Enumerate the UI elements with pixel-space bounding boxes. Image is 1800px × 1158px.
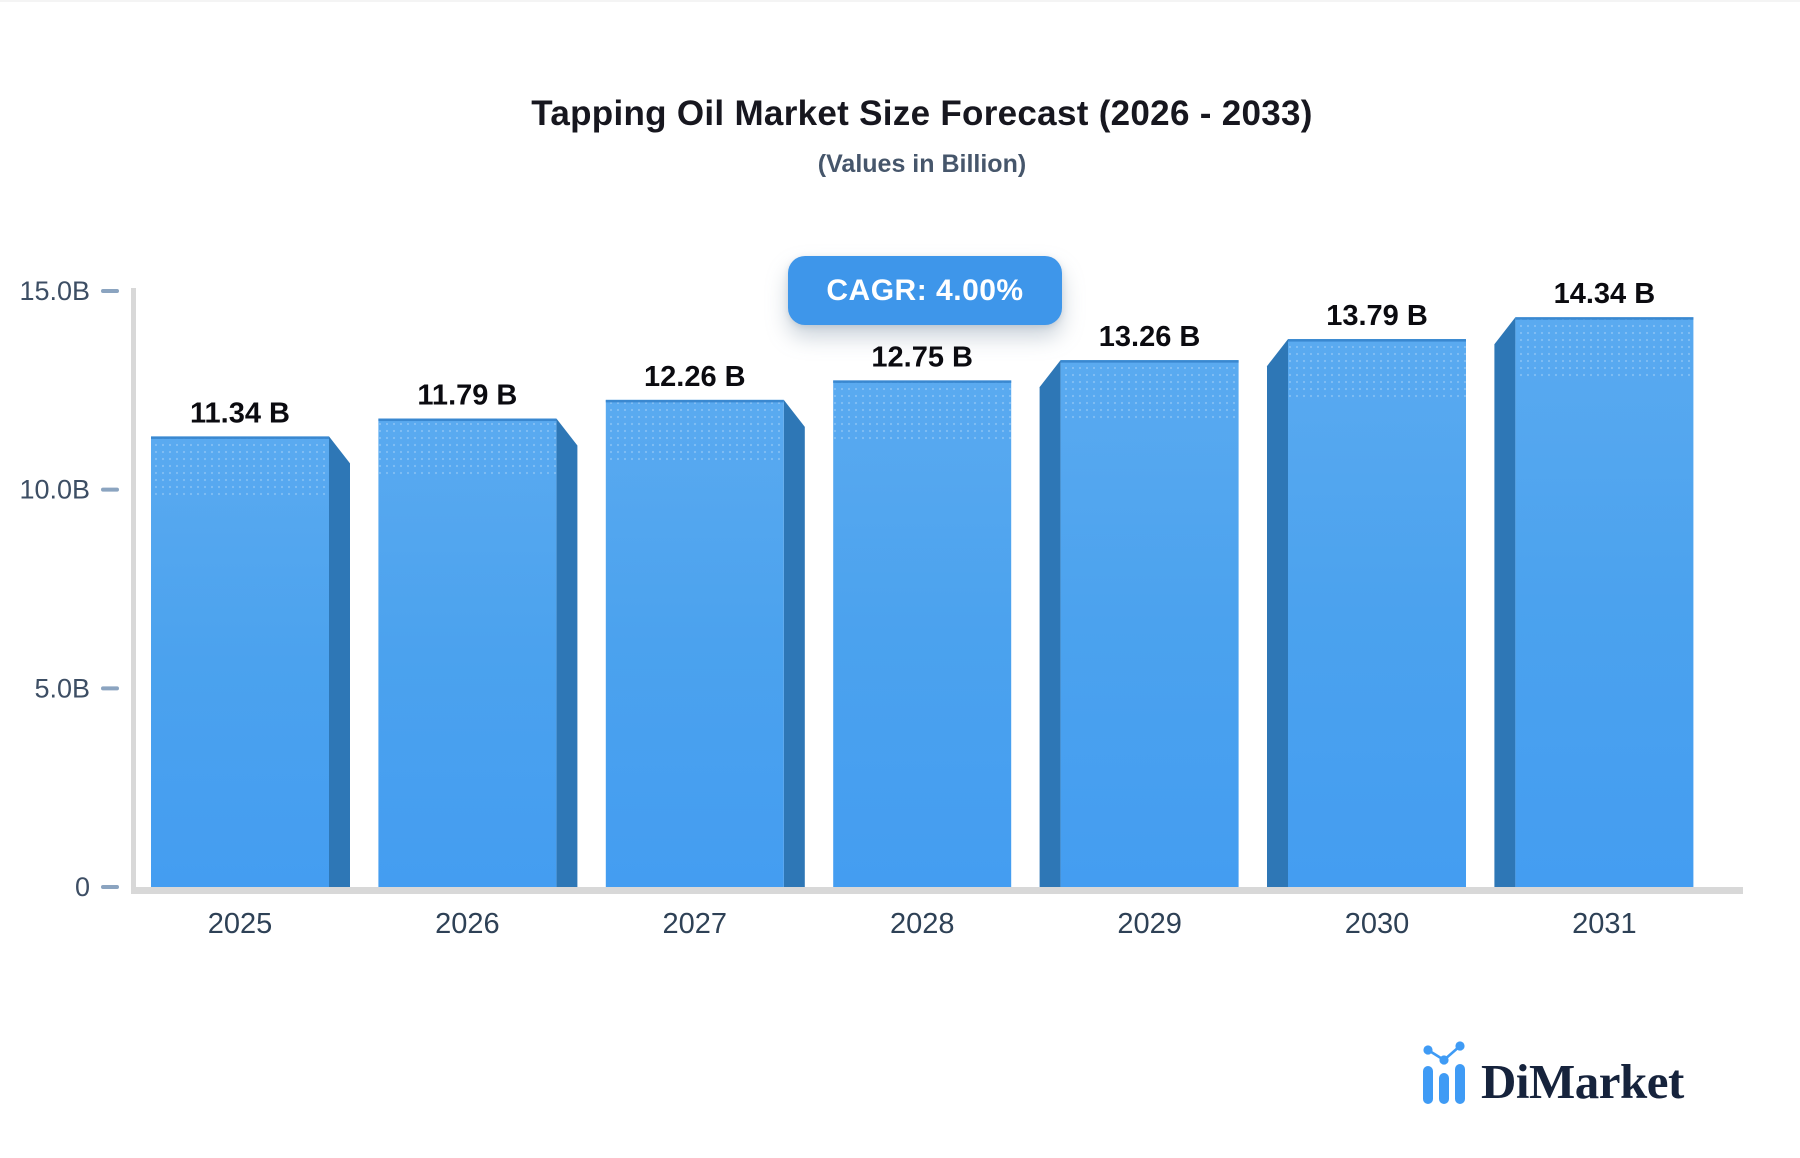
bar-top-edge-2026: [378, 418, 557, 422]
bar-value-label-2027: 12.26 B: [644, 361, 746, 393]
bar-2026: [378, 418, 557, 887]
x-axis-label-2025: 2025: [208, 908, 273, 940]
y-tick-mark: [101, 885, 119, 889]
x-axis-label-2029: 2029: [1117, 908, 1182, 940]
bar-top-edge-2030: [1288, 339, 1466, 342]
brand-name: DiMarket: [1481, 1053, 1684, 1109]
chart-header: Tapping Oil Market Size Forecast (2026 -…: [531, 94, 1312, 179]
bar-2027: [605, 399, 784, 887]
cagr-badge-label: CAGR: 4.00%: [826, 273, 1024, 307]
y-tick-label: 10.0B: [19, 475, 90, 505]
bar-value-label-2031: 14.34 B: [1554, 278, 1656, 310]
brand-logo: DiMarket: [1422, 1040, 1684, 1109]
bar-value-label-2030: 13.79 B: [1326, 300, 1428, 332]
bar-top-edge-2031: [1515, 317, 1694, 320]
bar-texture-2028: [833, 382, 1012, 441]
bar-side-2027: [783, 399, 805, 887]
bar-top-edge-2025: [151, 436, 329, 439]
x-axis-label-2028: 2028: [890, 908, 955, 940]
bar-value-label-2028: 12.75 B: [871, 341, 973, 373]
bar-top-edge-2029: [1060, 360, 1239, 363]
y-tick-mark: [101, 686, 119, 691]
cagr-badge: CAGR: 4.00%: [788, 256, 1062, 325]
bar-texture-2029: [1060, 362, 1239, 421]
bar-side-2031: [1494, 317, 1516, 887]
bar-value-label-2025: 11.34 B: [190, 397, 290, 429]
x-axis-label-2027: 2027: [663, 908, 728, 940]
chart-title: Tapping Oil Market Size Forecast (2026 -…: [531, 94, 1313, 133]
x-axis-line: [131, 887, 1743, 894]
x-axis-label-2026: 2026: [435, 908, 500, 940]
bar-side-2025: [329, 436, 350, 887]
y-tick-label: 5.0B: [34, 673, 90, 703]
bar-2028: [833, 380, 1012, 887]
bar-texture-2031: [1515, 319, 1694, 378]
x-axis-label-2030: 2030: [1345, 908, 1410, 940]
bar-value-label-2029: 13.26 B: [1099, 321, 1201, 353]
bar-2030: [1288, 339, 1466, 887]
bar-side-2026: [556, 418, 578, 887]
bar-line-chart-logo-icon: [1423, 1041, 1465, 1104]
y-tick-label: 15.0B: [19, 276, 90, 306]
bar-2025: [151, 436, 329, 887]
bar-texture-2030: [1288, 341, 1466, 400]
bar-texture-2027: [605, 402, 784, 461]
bar-texture-2026: [378, 421, 557, 480]
y-tick-mark: [101, 289, 119, 293]
bar-side-2029: [1039, 360, 1061, 887]
y-tick-label: 0: [75, 872, 90, 902]
bar-side-2030: [1267, 339, 1288, 887]
bar-value-label-2026: 11.79 B: [417, 380, 517, 412]
bar-texture-2025: [151, 438, 329, 497]
bar-top-edge-2028: [833, 380, 1012, 383]
y-tick-mark: [101, 487, 119, 492]
x-axis-label-2031: 2031: [1572, 908, 1637, 940]
bar-2029: [1060, 360, 1239, 887]
bar-top-edge-2027: [605, 399, 784, 403]
bar-2031: [1515, 317, 1694, 887]
chart-subtitle: (Values in Billion): [817, 150, 1027, 178]
y-axis-line: [131, 288, 136, 894]
